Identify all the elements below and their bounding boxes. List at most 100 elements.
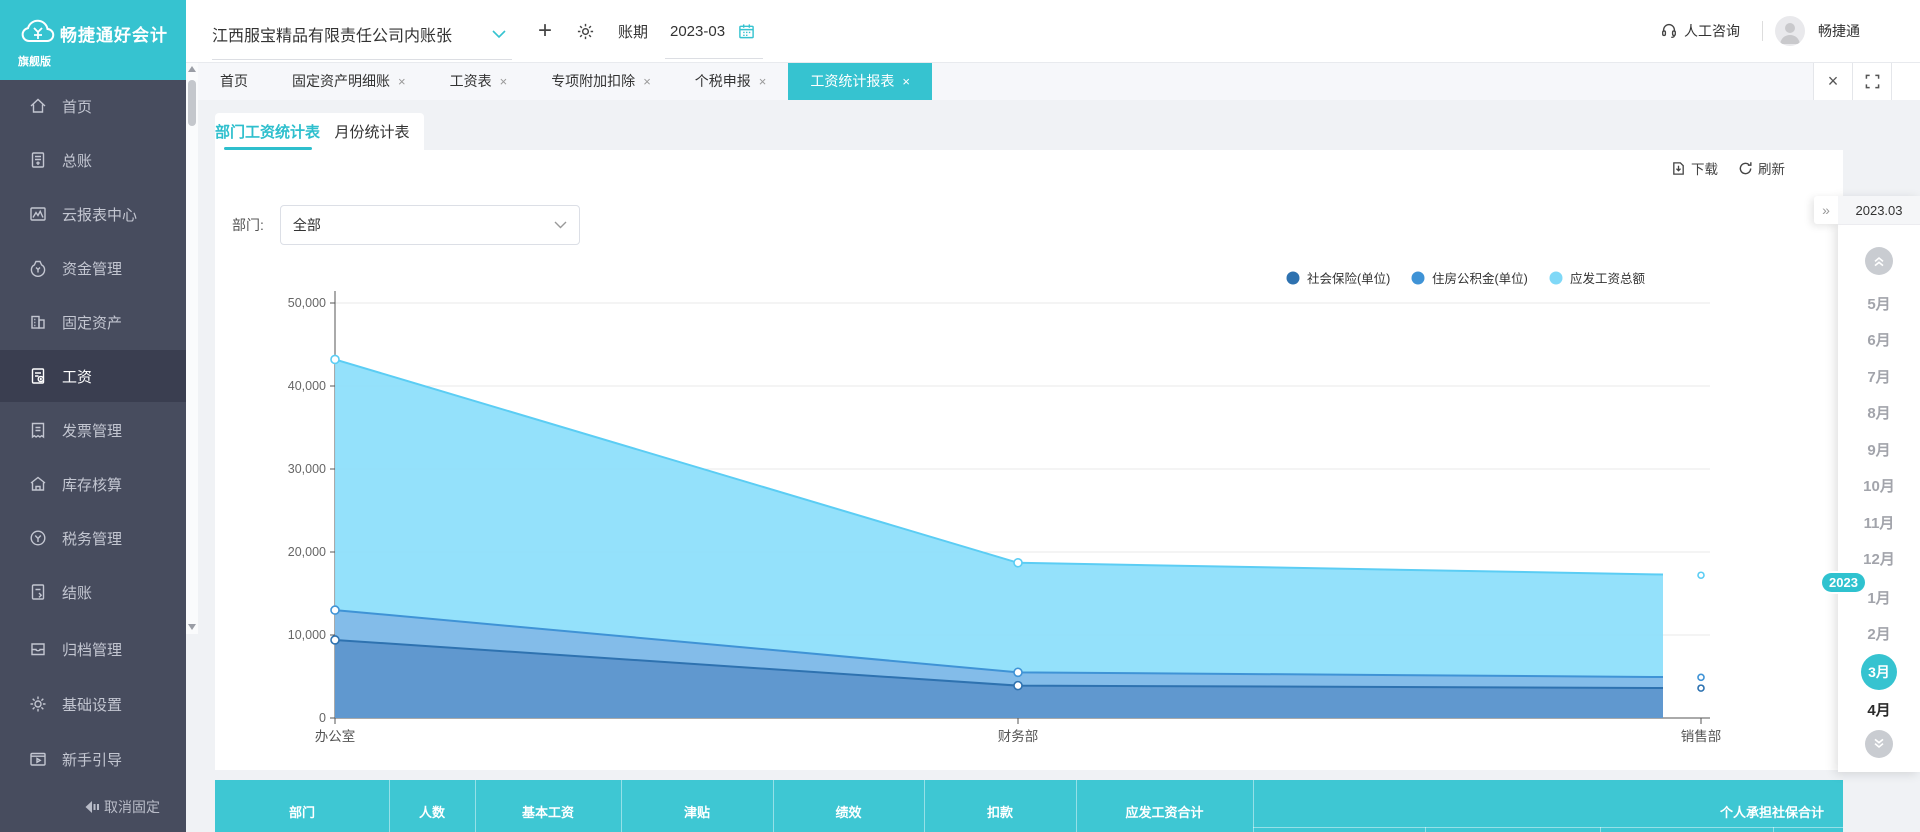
close-icon[interactable]: × (499, 73, 508, 89)
inventory-icon (30, 476, 46, 491)
page-tabbar: 首页 固定资产明细账 × 工资表 × 专项附加扣除 × 个税申报 × 工资统计报表 × × (186, 62, 1920, 100)
refresh-button[interactable]: 刷新 (1738, 158, 1785, 178)
tab-label: 工资表 (449, 73, 492, 89)
settings-icon (30, 696, 46, 712)
department-select[interactable]: 全部 (279, 205, 580, 245)
sidebar-item-home[interactable]: 首页 (0, 80, 186, 132)
unpin-sidebar-button[interactable]: 取消固定 (0, 792, 186, 822)
tab-个税申报[interactable]: 个税申报 × (673, 62, 789, 100)
close-icon[interactable]: × (902, 73, 910, 89)
svg-text:20,000: 20,000 (288, 545, 326, 559)
sidebar-scrollbar[interactable] (186, 62, 198, 634)
month-item-4月[interactable]: 4月 (1867, 701, 1891, 719)
month-item-11月[interactable]: 11月 (1863, 514, 1895, 532)
period-underline (665, 58, 763, 59)
department-filter-label: 部门: (232, 217, 264, 233)
collapse-panel-handle[interactable]: » (1814, 196, 1838, 224)
month-item-5月[interactable]: 5月 (1867, 295, 1891, 313)
avatar[interactable] (1775, 16, 1805, 46)
app-logo: 畅捷通好会计 旗舰版 (0, 0, 186, 80)
svg-text:0: 0 (319, 711, 326, 725)
sidebar-item-cloud-report[interactable]: 云报表中心 (0, 188, 186, 240)
month-item-3月[interactable]: 3月 (1861, 654, 1897, 690)
company-selector[interactable]: 江西服宝精品有限责任公司内账张 (212, 28, 453, 45)
scroll-down-arrow[interactable] (188, 624, 196, 630)
scrollbar-thumb[interactable] (188, 80, 196, 126)
sidebar-item-guide[interactable]: 新手引导 (0, 733, 186, 785)
tab-工资统计报表[interactable]: 工资统计报表 × (788, 62, 932, 100)
scroll-up-arrow[interactable] (188, 66, 196, 72)
month-item-10月[interactable]: 10月 (1863, 478, 1895, 495)
refresh-label: 刷新 (1758, 162, 1785, 177)
table-column-人数: 人数 (418, 805, 445, 820)
close-icon[interactable]: × (758, 73, 767, 89)
legend-item-社会保险(单位)[interactable]: 社会保险(单位) (1286, 271, 1391, 286)
svg-text:30,000: 30,000 (288, 462, 326, 476)
home-icon (30, 98, 46, 113)
sidebar-item-label: 归档管理 (62, 641, 123, 659)
close-tab-button[interactable]: × (1813, 62, 1852, 100)
subtab-label: 月份统计表 (334, 124, 410, 141)
legend-item-应发工资总额[interactable]: 应发工资总额 (1549, 271, 1646, 286)
sidebar-item-label: 基础设置 (62, 696, 123, 714)
tab-专项附加扣除[interactable]: 专项附加扣除 × (529, 62, 673, 100)
period-label: 账期 (618, 23, 649, 41)
column-divider (924, 780, 925, 832)
month-item-9月[interactable]: 9月 (1867, 441, 1891, 459)
period-value[interactable]: 2023-03 (670, 22, 726, 40)
month-item-8月[interactable]: 8月 (1867, 405, 1891, 422)
calendar-icon[interactable] (738, 0, 755, 62)
tab-固定资产明细账[interactable]: 固定资产明细账 × (270, 62, 428, 100)
support-label: 人工咨询 (1684, 23, 1740, 39)
gear-icon[interactable] (576, 0, 595, 62)
sidebar-item-label: 总账 (62, 152, 93, 170)
header-divider (1762, 21, 1763, 41)
fullscreen-icon[interactable] (1852, 62, 1891, 100)
column-divider (1253, 780, 1254, 832)
add-account-set-button[interactable]: + (538, 17, 553, 44)
tab-工资表[interactable]: 工资表 × (428, 62, 530, 100)
chevron-down-icon[interactable] (492, 27, 506, 42)
archive-icon (31, 643, 45, 656)
month-item-12月[interactable]: 12月 (1863, 551, 1895, 568)
month-item-7月[interactable]: 7月 (1867, 368, 1891, 386)
months-scroll-down-button[interactable] (1865, 730, 1893, 758)
month-item-1月[interactable]: 1月 (1867, 589, 1891, 607)
legend-item-住房公积金(单位)[interactable]: 住房公积金(单位) (1411, 271, 1528, 286)
subtab-月份统计表[interactable]: 月份统计表 (320, 113, 424, 150)
sidebar-item-archive[interactable]: 归档管理 (0, 623, 186, 675)
month-item-2月[interactable]: 2月 (1867, 626, 1891, 643)
year-badge: 2023 (1822, 573, 1865, 592)
sidebar-item-fixed-assets[interactable]: 固定资产 (0, 296, 186, 348)
support-link[interactable]: 人工咨询 (1660, 0, 1740, 62)
download-button[interactable]: 下载 (1671, 158, 1718, 178)
tab-首页[interactable]: 首页 (198, 62, 270, 100)
table-column-部门: 部门 (288, 805, 315, 820)
tab-label: 个税申报 (694, 73, 751, 89)
months-scroll-up-button[interactable] (1865, 247, 1893, 275)
sidebar-item-ledger[interactable]: 总账 (0, 134, 186, 186)
sidebar-item-settings[interactable]: 基础设置 (0, 678, 186, 730)
sidebar-item-invoice[interactable]: 发票管理 (0, 404, 186, 456)
sidebar-item-funds[interactable]: 资金管理 (0, 242, 186, 294)
table-column-津贴: 津贴 (683, 805, 710, 820)
column-divider (773, 780, 774, 832)
sidebar-item-label: 税务管理 (62, 530, 123, 548)
sidebar-item-closing[interactable]: 结账 (0, 566, 186, 618)
download-label: 下载 (1691, 162, 1718, 177)
username[interactable]: 畅捷通 (1818, 23, 1860, 39)
tabbar-right-pad (1891, 62, 1920, 100)
close-icon[interactable]: × (643, 73, 651, 89)
month-item-6月[interactable]: 6月 (1867, 332, 1891, 349)
sidebar-item-tax[interactable]: 税务管理 (0, 512, 186, 564)
sidebar-item-salary[interactable]: 工资 (0, 350, 186, 402)
sidebar-item-inventory[interactable]: 库存核算 (0, 458, 186, 510)
svg-text:财务部: 财务部 (998, 729, 1039, 744)
subtab-部门工资统计表[interactable]: 部门工资统计表 (215, 113, 320, 150)
company-underline (212, 59, 512, 60)
svg-text:10,000: 10,000 (288, 628, 326, 642)
close-icon[interactable]: × (398, 73, 406, 89)
table-column-基本工资: 基本工资 (521, 805, 574, 820)
column-divider (621, 780, 622, 832)
